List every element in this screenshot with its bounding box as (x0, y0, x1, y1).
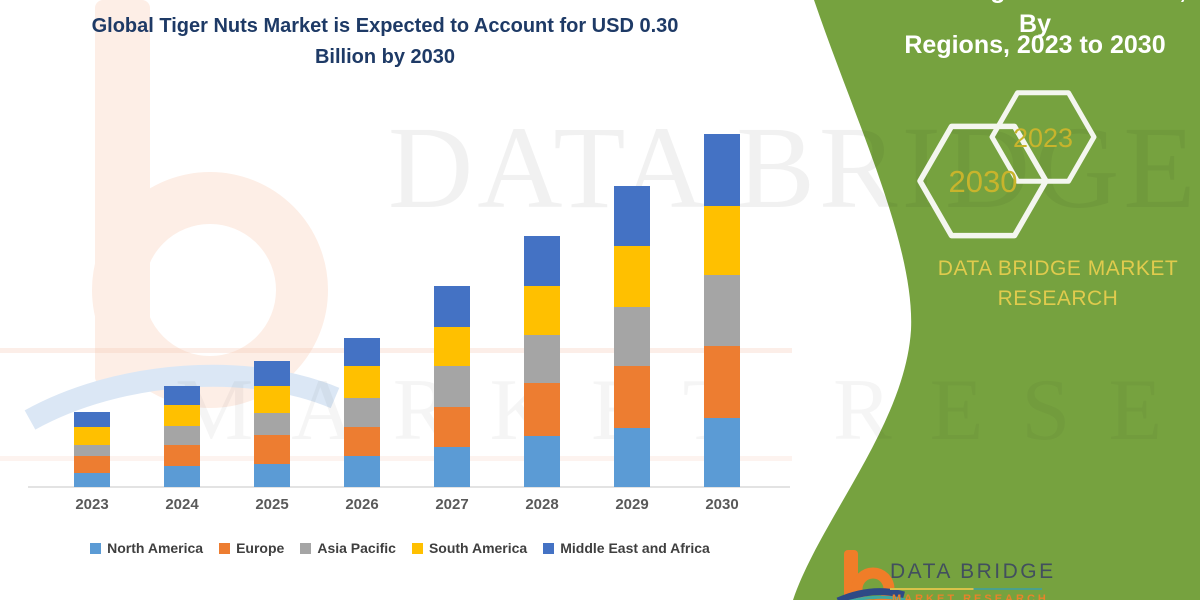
bar-segment-asia-pacific (254, 412, 290, 436)
bar-segment-asia-pacific (344, 397, 380, 428)
legend-swatch (543, 542, 555, 554)
bar-segment-north-america (704, 417, 740, 487)
hexagon-2023-label: 2023 (1013, 123, 1073, 153)
footer-logo-name: DATA BRIDGE (890, 560, 1056, 583)
legend-item: Middle East and Africa (543, 540, 710, 556)
stacked-bar-2023 (74, 411, 110, 487)
x-axis-label: 2030 (705, 496, 739, 513)
hexagon-2023 (989, 90, 1097, 184)
legend-label: Middle East and Africa (560, 540, 710, 556)
watermark-pink-band (0, 348, 792, 353)
legend-swatch (411, 542, 423, 554)
x-axis-label: 2023 (75, 496, 109, 513)
chart-title-line2: Billion by 2030 (314, 46, 456, 68)
footer-logo-tagline: MARKET RESEARCH (892, 593, 1049, 600)
legend-label: Europe (236, 540, 285, 556)
bar-segment-south-america (524, 285, 560, 336)
legend-swatch (90, 542, 102, 554)
x-axis-label: 2028 (525, 496, 559, 513)
bar-segment-north-america (434, 447, 470, 487)
panel-title-line1: Global Tiger Nuts Market, By (884, 0, 1186, 38)
bar-segment-asia-pacific (614, 307, 650, 366)
bar-segment-asia-pacific (524, 335, 560, 384)
bar-segment-south-america (614, 245, 650, 308)
bar-segment-south-america (164, 404, 200, 426)
x-axis-label: 2026 (345, 496, 379, 513)
bar-segment-north-america (254, 463, 290, 487)
bar-segment-asia-pacific (164, 425, 200, 445)
bar-segment-north-america (344, 456, 380, 487)
stacked-bar-2028 (524, 236, 560, 487)
bar-segment-asia-pacific (704, 275, 740, 346)
stacked-bar-2027 (434, 285, 470, 487)
panel-title-line2: Regions, 2023 to 2030 (904, 31, 1166, 59)
bar-segment-europe (614, 365, 650, 429)
bar-segment-middle-east-and-africa (524, 236, 560, 286)
bar-segment-south-america (434, 327, 470, 366)
bar-segment-middle-east-and-africa (434, 285, 470, 328)
footer-logo-swoosh-accent (848, 595, 907, 600)
stacked-bar-chart: 2023 2024 2025 2026 2027 2028 2029 2030 (74, 134, 740, 513)
footer-logo-swoosh (836, 588, 905, 600)
legend-swatch (300, 542, 312, 554)
chart-legend: North America Europe Asia Pacific South Ame… (20, 540, 780, 556)
legend-swatch (219, 542, 231, 554)
legend-item: Europe (219, 540, 284, 556)
bar-segment-middle-east-and-africa (704, 134, 740, 206)
green-panel-shape (793, 0, 1200, 600)
bar-segment-south-america (704, 205, 740, 276)
watermark-pink-band (0, 456, 792, 461)
x-axis-label: 2027 (435, 496, 469, 513)
bar-segment-south-america (344, 365, 380, 398)
bar-segment-north-america (74, 472, 110, 487)
bar-segment-south-america (254, 385, 290, 413)
stacked-bar-2029 (614, 185, 650, 487)
bar-segment-middle-east-and-africa (74, 411, 110, 427)
bar-segment-europe (254, 435, 290, 464)
x-axis-line (28, 486, 790, 488)
chart-title: Global Tiger Nuts Market is Expected to … (55, 11, 715, 73)
stacked-bar-2024 (164, 385, 200, 487)
hexagon-2030 (917, 123, 1049, 239)
legend-item: Asia Pacific (300, 540, 396, 556)
footer-logo-underline (890, 588, 1042, 590)
bar-segment-middle-east-and-africa (614, 185, 650, 246)
bar-segment-middle-east-and-africa (254, 361, 290, 386)
bar-segment-asia-pacific (74, 444, 110, 457)
legend-label: Asia Pacific (317, 540, 396, 556)
bar-segment-north-america (524, 436, 560, 487)
bar-segment-asia-pacific (434, 365, 470, 407)
bar-segment-europe (344, 427, 380, 457)
legend-label: North America (107, 540, 204, 556)
stacked-bar-2030 (704, 134, 740, 487)
x-axis-label: 2024 (165, 496, 199, 513)
stacked-bar-2026 (344, 337, 380, 487)
bar-segment-europe (704, 345, 740, 418)
watermark-swoosh (24, 364, 340, 430)
legend-item: North America (90, 540, 203, 556)
bar-segment-europe (434, 407, 470, 447)
bar-segment-europe (524, 383, 560, 437)
bar-segment-middle-east-and-africa (164, 385, 200, 405)
bar-segment-europe (74, 456, 110, 473)
x-axis-label: 2025 (255, 496, 289, 513)
legend-item: South America (411, 540, 528, 556)
legend-label: South America (428, 540, 528, 556)
x-axis-label: 2029 (615, 496, 649, 513)
bar-segment-europe (164, 444, 200, 466)
bar-segment-south-america (74, 426, 110, 445)
panel-brand-text: DATA BRIDGE MARKET RESEARCH (937, 257, 1179, 310)
stacked-bar-2025 (254, 361, 290, 487)
bar-segment-middle-east-and-africa (344, 337, 380, 366)
bar-segment-north-america (164, 465, 200, 487)
chart-title-line1: Global Tiger Nuts Market is Expected to … (91, 15, 679, 37)
bar-segment-north-america (614, 428, 650, 487)
watermark-logo-b (24, 0, 340, 430)
hexagon-2030-label: 2030 (949, 164, 1018, 199)
